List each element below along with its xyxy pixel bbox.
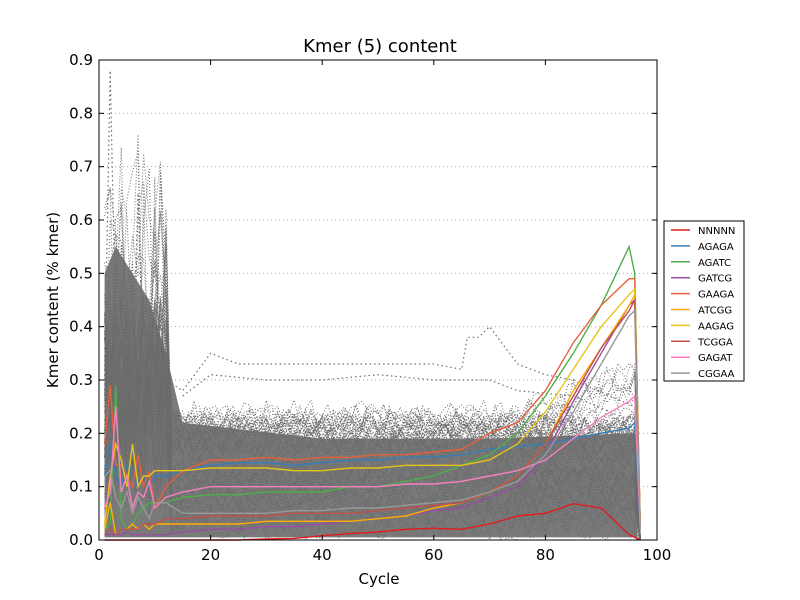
plot-frame (98, 59, 658, 541)
legend-label: AAGAG (698, 321, 734, 332)
x-tick-label: 0 (94, 546, 104, 564)
x-tick-label: 60 (424, 546, 443, 564)
legend-label: CGGAA (698, 369, 735, 380)
y-axis-ticks: 0.0 0.1 0.2 0.3 0.4 0.5 0.6 0.7 0.8 0.9 (69, 51, 657, 549)
legend-label: NNNNN (698, 226, 735, 237)
y-tick-label: 0.4 (69, 318, 93, 336)
series-line-aagag (103, 287, 641, 530)
legend-label: GATCG (698, 274, 732, 285)
y-tick-label: 0.5 (69, 264, 93, 282)
legend-label: AGATC (698, 258, 731, 269)
y-tick-label: 0.2 (69, 424, 93, 442)
legend-box (663, 220, 745, 382)
x-tick-label: 100 (643, 546, 672, 564)
legend-label: GAGAT (698, 353, 733, 364)
y-tick-label: 0.9 (69, 51, 93, 69)
chart-title: Kmer (5) content (303, 36, 457, 57)
y-tick-label: 0.7 (69, 158, 93, 176)
legend-label: TCGGA (697, 337, 733, 348)
y-tick-label: 0.8 (69, 104, 93, 122)
series-line-gaaga (103, 278, 641, 530)
series-line-gagat (103, 394, 641, 530)
x-axis-ticks: 0 20 40 60 80 100 (94, 60, 671, 564)
y-tick-label: 0.0 (69, 531, 93, 549)
y-axis-label: Kmer content (% kmer) (44, 212, 62, 388)
legend-label: ATCGG (698, 306, 732, 317)
y-tick-label: 0.1 (69, 478, 93, 496)
legend: NNNNN AGAGA AGATC GATCG GAAGA ATCGG AAGAG TCGGA… (663, 220, 745, 382)
y-tick-label: 0.3 (69, 371, 93, 389)
series-line-cggaa (104, 309, 641, 530)
x-tick-label: 20 (201, 546, 220, 564)
series-line-agaga (103, 421, 641, 530)
legend-label: GAAGA (698, 290, 734, 301)
legend-label: AGAGA (698, 242, 734, 253)
x-axis-label: Cycle (359, 570, 400, 588)
y-tick-label: 0.6 (69, 211, 93, 229)
x-tick-label: 40 (313, 546, 332, 564)
series-line-gatcg (104, 298, 641, 536)
x-tick-label: 80 (536, 546, 555, 564)
series-lines (103, 244, 641, 541)
series-line-tcgga (104, 297, 641, 536)
